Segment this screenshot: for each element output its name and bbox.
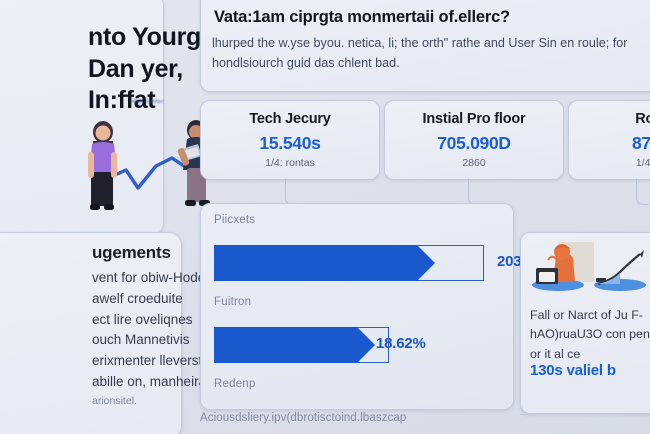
notes-line: abille on, manheiranies — [92, 373, 231, 389]
header-subtitle: lhurped the w.yse byou. netica, li; the … — [212, 36, 628, 70]
connector-stem-1 — [468, 178, 481, 205]
bar-chart-card — [200, 203, 514, 410]
hero-title: nto Yourgll Dan yer, In:ffat — [88, 23, 215, 114]
header-card — [200, 0, 650, 92]
stat-sublabel: 1/4: taron — [635, 157, 650, 169]
bar-fill — [214, 327, 357, 363]
bar-value-label-1: 18.62% — [376, 335, 426, 352]
notes-card — [0, 232, 182, 434]
stat-label: Rogior — [635, 111, 650, 127]
bar-category-label-2: Redenp — [214, 378, 256, 390]
bar-category-label-0: Piicxets — [214, 214, 256, 226]
chart-footnote: Aciousdsliery.ipv(dbrotisctoind.lbaszcap — [200, 412, 407, 424]
stat-value: 15.540s — [259, 133, 321, 153]
bar-category-label-1: Fuitron — [214, 296, 252, 308]
notes-footer: arionsitel. — [92, 394, 137, 407]
header-title: Vata:1am ciprgta monmertaii of.ellerc? — [214, 8, 510, 26]
notes-line: awelf croeduite — [92, 290, 183, 306]
notes-line: ect lire oveliqnes — [92, 311, 193, 327]
notes-line: vent for obiw-Hode with — [92, 270, 234, 285]
hero-caption: Mon Sunforr — [131, 99, 165, 105]
workstation-chart-icons-illustration — [532, 242, 646, 291]
stat-value: 705.090D — [437, 133, 511, 153]
bar-row-0[interactable] — [214, 245, 484, 281]
stat-card-2[interactable]: Rogior 8700M 1/4: taron — [568, 100, 650, 180]
insight-body: Fall or Narct of Ju F-hAO)ruaU3O con pen… — [530, 308, 650, 361]
stat-label: Instial Pro floor — [422, 111, 526, 127]
notes-title: ugements — [92, 243, 171, 262]
stat-value: 8700M — [631, 133, 650, 153]
stat-label: Tech Jecury — [249, 111, 331, 127]
connector-stem-2 — [636, 178, 649, 205]
connector-stem-0 — [285, 178, 298, 205]
bar-fill — [214, 245, 417, 281]
notes-line: ouch Mannetivis — [92, 332, 190, 348]
bar-row-1[interactable] — [214, 327, 484, 363]
stat-sublabel: 1/4: rontas — [265, 157, 315, 169]
two-people-with-line-chart-illustration — [88, 120, 234, 210]
divider — [520, 414, 650, 415]
stat-sublabel: 2860 — [462, 157, 486, 169]
insight-highlight: 130s valiel b — [530, 362, 616, 379]
stat-card-0[interactable]: Tech Jecury 15.540s 1/4: rontas — [200, 100, 380, 180]
stat-card-1[interactable]: Instial Pro floor 705.090D 2860 — [384, 100, 564, 180]
